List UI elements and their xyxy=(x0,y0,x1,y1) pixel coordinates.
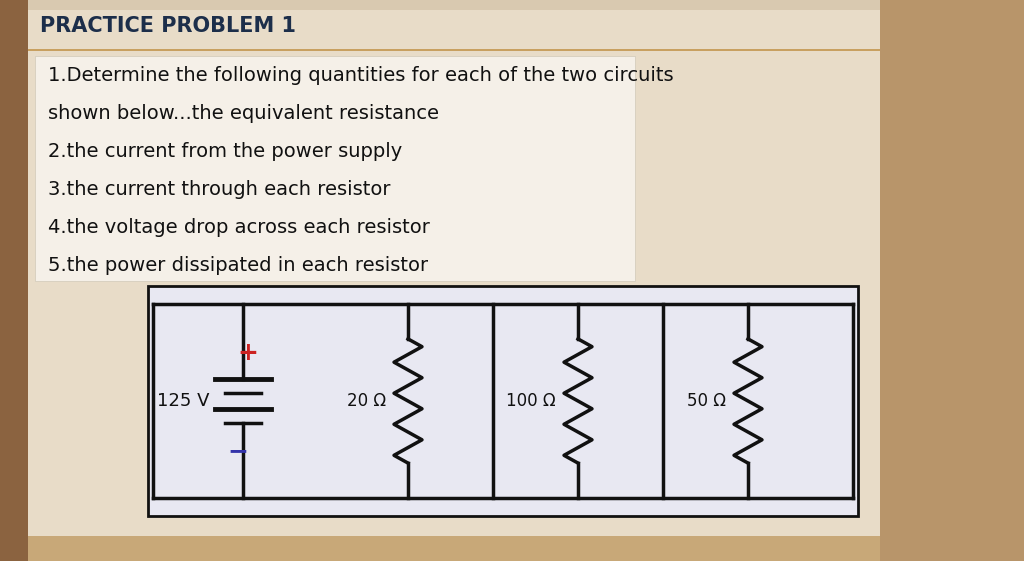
Text: 2.the current from the power supply: 2.the current from the power supply xyxy=(48,142,402,161)
Text: 125 V: 125 V xyxy=(157,392,209,410)
Bar xyxy=(28,536,880,561)
Bar xyxy=(35,56,635,281)
Text: 50 Ω: 50 Ω xyxy=(687,392,726,410)
Text: −: − xyxy=(227,439,249,463)
Bar xyxy=(148,286,858,516)
Text: shown below...the equivalent resistance: shown below...the equivalent resistance xyxy=(48,104,439,123)
Bar xyxy=(0,0,28,561)
Text: 100 Ω: 100 Ω xyxy=(507,392,556,410)
Text: 20 Ω: 20 Ω xyxy=(347,392,386,410)
Text: 5.the power dissipated in each resistor: 5.the power dissipated in each resistor xyxy=(48,256,428,275)
Text: +: + xyxy=(238,341,258,365)
Text: 3.the current through each resistor: 3.the current through each resistor xyxy=(48,180,390,199)
Bar xyxy=(880,0,1024,561)
Text: 1.Determine the following quantities for each of the two circuits: 1.Determine the following quantities for… xyxy=(48,66,674,85)
Bar xyxy=(28,49,880,51)
Text: 4.the voltage drop across each resistor: 4.the voltage drop across each resistor xyxy=(48,218,430,237)
Text: PRACTICE PROBLEM 1: PRACTICE PROBLEM 1 xyxy=(40,16,296,36)
